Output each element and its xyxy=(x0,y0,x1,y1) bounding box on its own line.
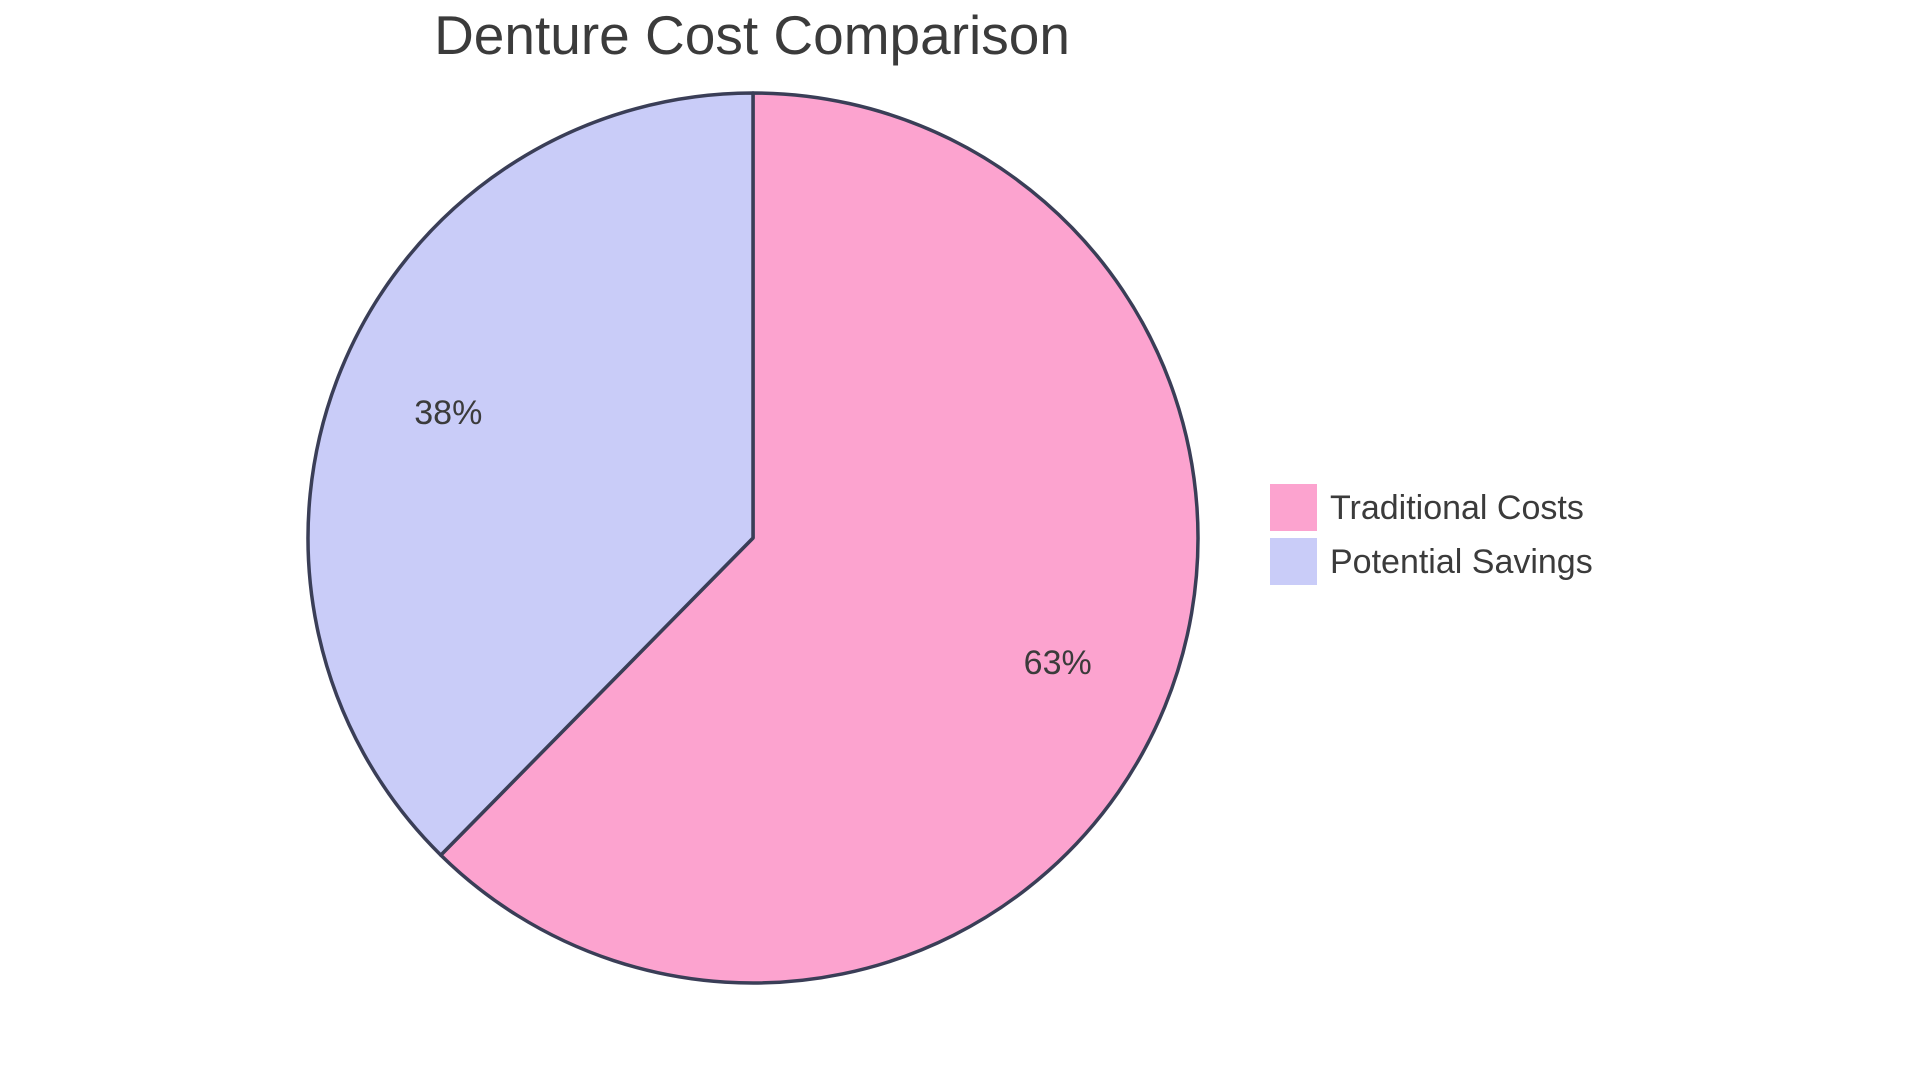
legend-swatch-traditional-costs xyxy=(1270,484,1317,531)
legend-item-label: Traditional Costs xyxy=(1330,488,1584,527)
pie-slice-potential-savings[interactable] xyxy=(306,91,755,857)
legend-item-traditional-costs[interactable]: Traditional Costs xyxy=(1270,484,1593,531)
chart-title: Denture Cost Comparison xyxy=(434,4,1070,66)
pie-slice-traditional-costs[interactable] xyxy=(439,91,1200,985)
legend-item-potential-savings[interactable]: Potential Savings xyxy=(1270,538,1593,585)
slice-percent-label: 38% xyxy=(414,394,482,432)
legend: Traditional Costs Potential Savings xyxy=(1270,484,1593,585)
legend-swatch-potential-savings xyxy=(1270,538,1317,585)
slice-percent-label: 63% xyxy=(1024,644,1092,682)
legend-item-label: Potential Savings xyxy=(1330,542,1593,581)
